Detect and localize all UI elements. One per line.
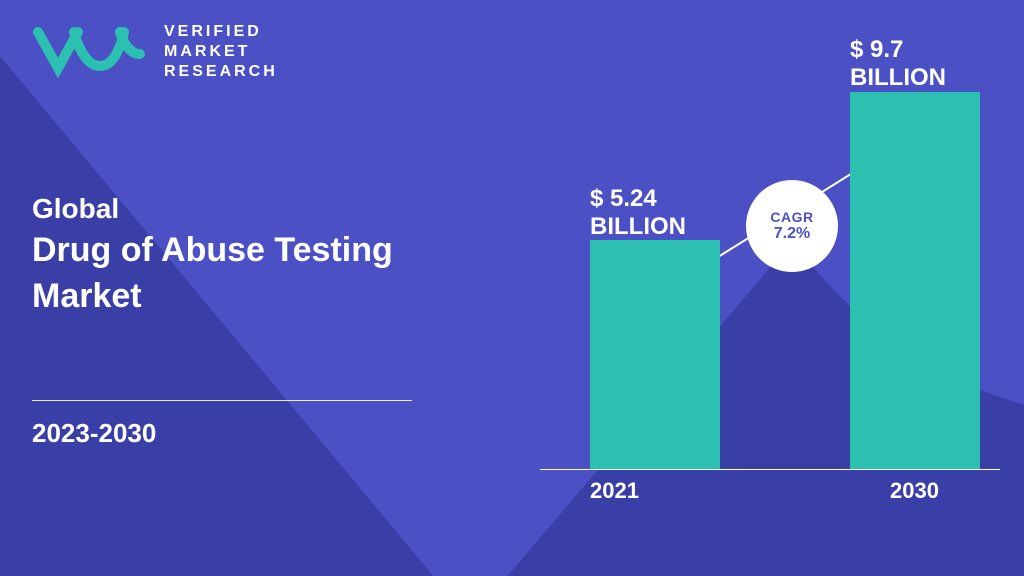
divider-line [32,400,412,401]
infographic-canvas: VERIFIED MARKET RESEARCH Global Drug of … [0,0,1024,576]
title-block: Global Drug of Abuse Testing Market [32,190,393,320]
title-line2: Market [32,274,393,320]
cagr-label: CAGR [770,209,813,225]
bar-label-2030: $ 9.7 BILLION [850,36,946,91]
period-text: 2023-2030 [32,418,156,449]
logo-text-line3: RESEARCH [164,62,278,82]
bar-label-2021: $ 5.24 BILLION [590,185,686,240]
bar-value-line2: BILLION [850,64,946,92]
bar-value-line2: BILLION [590,213,686,241]
cagr-value: 7.2% [774,225,810,243]
bar-2021 [590,240,720,470]
xlabel-2030: 2030 [890,478,939,504]
cagr-badge: CAGR 7.2% [746,180,838,272]
xlabel-2021: 2021 [590,478,639,504]
logo: VERIFIED MARKET RESEARCH [32,22,278,82]
chart-baseline [540,469,1000,471]
title-pre: Global [32,190,393,228]
title-line1: Drug of Abuse Testing [32,228,393,274]
bar-chart: $ 5.24 BILLION $ 9.7 BILLION CAGR 7.2% [560,30,990,470]
logo-text-line2: MARKET [164,42,278,62]
bar-value-line1: $ 9.7 [850,36,946,64]
bar-value-line1: $ 5.24 [590,185,686,213]
bar-2030 [850,92,980,470]
logo-mark-icon [32,24,150,80]
logo-text-line1: VERIFIED [164,22,278,42]
logo-text: VERIFIED MARKET RESEARCH [164,22,278,82]
